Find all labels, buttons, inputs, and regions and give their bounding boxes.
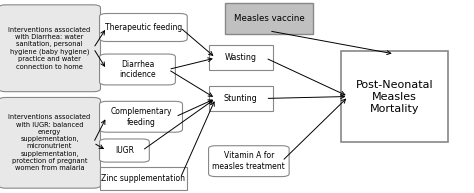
Text: IUGR: IUGR — [115, 146, 134, 155]
FancyBboxPatch shape — [100, 101, 182, 132]
Text: Interventions associated
with Diarrhea: water
sanitation, personal
hygiene (baby: Interventions associated with Diarrhea: … — [9, 27, 91, 70]
FancyBboxPatch shape — [209, 146, 289, 177]
FancyBboxPatch shape — [0, 5, 100, 92]
Text: Stunting: Stunting — [224, 94, 257, 103]
Text: Vitamin A for
measles treatment: Vitamin A for measles treatment — [212, 151, 285, 171]
FancyBboxPatch shape — [100, 14, 187, 41]
FancyBboxPatch shape — [225, 3, 313, 34]
Text: Wasting: Wasting — [225, 53, 256, 62]
Text: Measles vaccine: Measles vaccine — [234, 14, 304, 23]
FancyBboxPatch shape — [341, 51, 448, 142]
FancyBboxPatch shape — [209, 86, 273, 111]
FancyBboxPatch shape — [100, 139, 149, 162]
Text: Interventions associated
with IUGR: balanced
energy
supplementation,
micronutrie: Interventions associated with IUGR: bala… — [9, 114, 91, 171]
Text: Diarrhea
incidence: Diarrhea incidence — [119, 60, 156, 79]
FancyBboxPatch shape — [209, 45, 273, 70]
Text: Zinc supplementation: Zinc supplementation — [101, 174, 185, 183]
FancyBboxPatch shape — [100, 54, 175, 85]
FancyBboxPatch shape — [100, 167, 187, 190]
Text: Post-Neonatal
Measles
Mortality: Post-Neonatal Measles Mortality — [356, 80, 433, 113]
FancyBboxPatch shape — [0, 97, 100, 188]
Text: Complementary
feeding: Complementary feeding — [110, 107, 172, 127]
Text: Therapeutic feeding: Therapeutic feeding — [105, 23, 182, 32]
